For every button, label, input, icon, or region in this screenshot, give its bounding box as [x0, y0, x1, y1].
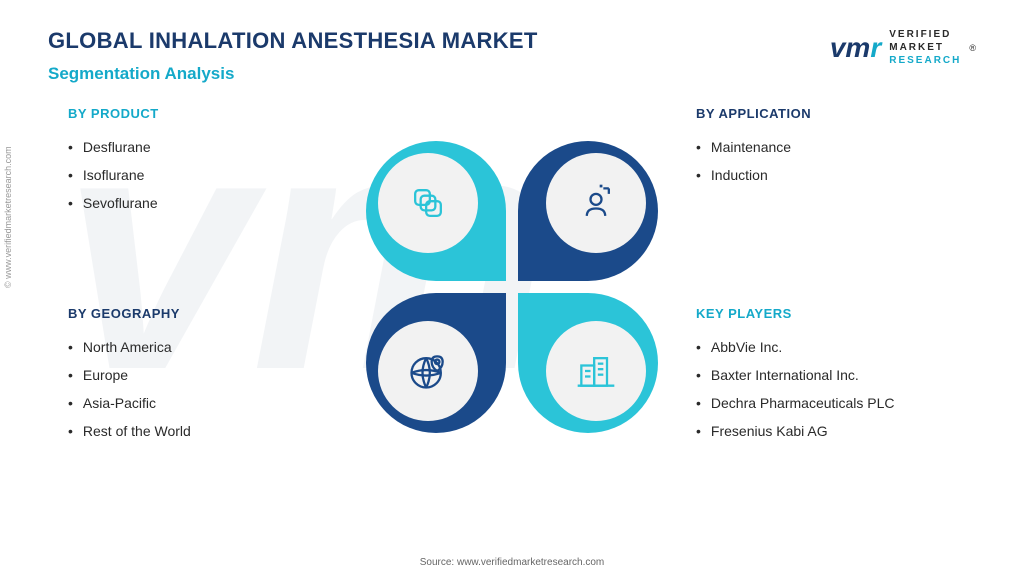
logo-text: VERIFIED MARKET RESEARCH — [889, 28, 961, 67]
list-geography: North America Europe Asia-Pacific Rest o… — [68, 333, 328, 445]
layers-icon — [406, 181, 450, 225]
page-title: GLOBAL INHALATION ANESTHESIA MARKET — [48, 28, 538, 54]
list-item: Desflurane — [68, 133, 328, 161]
list-item: Isoflurane — [68, 161, 328, 189]
segment-application: BY APPLICATION Maintenance Induction — [696, 106, 956, 189]
logo-mark: vmr — [830, 32, 881, 64]
petal-players — [518, 293, 658, 433]
segment-geography: BY GEOGRAPHY North America Europe Asia-P… — [68, 306, 328, 445]
list-item: Baxter International Inc. — [696, 361, 956, 389]
segment-product: BY PRODUCT Desflurane Isoflurane Sevoflu… — [68, 106, 328, 217]
heading-application: BY APPLICATION — [696, 106, 956, 121]
content-area: BY PRODUCT Desflurane Isoflurane Sevoflu… — [48, 96, 976, 526]
main-container: GLOBAL INHALATION ANESTHESIA MARKET Segm… — [0, 0, 1024, 576]
logo: vmr VERIFIED MARKET RESEARCH ® — [830, 28, 976, 67]
list-application: Maintenance Induction — [696, 133, 956, 189]
list-product: Desflurane Isoflurane Sevoflurane — [68, 133, 328, 217]
globe-pin-icon — [406, 349, 450, 393]
petal-application — [518, 141, 658, 281]
heading-geography: BY GEOGRAPHY — [68, 306, 328, 321]
petal-geography — [366, 293, 506, 433]
registered-mark: ® — [969, 43, 976, 53]
list-item: Dechra Pharmaceuticals PLC — [696, 389, 956, 417]
center-petal-graphic — [362, 137, 662, 437]
list-item: North America — [68, 333, 328, 361]
header: GLOBAL INHALATION ANESTHESIA MARKET Segm… — [48, 28, 976, 84]
list-item: Sevoflurane — [68, 189, 328, 217]
petal-product — [366, 141, 506, 281]
list-players: AbbVie Inc. Baxter International Inc. De… — [696, 333, 956, 445]
list-item: Maintenance — [696, 133, 956, 161]
list-item: Asia-Pacific — [68, 389, 328, 417]
heading-product: BY PRODUCT — [68, 106, 328, 121]
list-item: Rest of the World — [68, 417, 328, 445]
list-item: Fresenius Kabi AG — [696, 417, 956, 445]
page-subtitle: Segmentation Analysis — [48, 64, 538, 84]
title-block: GLOBAL INHALATION ANESTHESIA MARKET Segm… — [48, 28, 538, 84]
list-item: Induction — [696, 161, 956, 189]
heading-players: KEY PLAYERS — [696, 306, 956, 321]
list-item: Europe — [68, 361, 328, 389]
person-focus-icon — [574, 181, 618, 225]
buildings-icon — [574, 349, 618, 393]
list-item: AbbVie Inc. — [696, 333, 956, 361]
segment-players: KEY PLAYERS AbbVie Inc. Baxter Internati… — [696, 306, 956, 445]
source-text: Source: www.verifiedmarketresearch.com — [420, 557, 605, 568]
